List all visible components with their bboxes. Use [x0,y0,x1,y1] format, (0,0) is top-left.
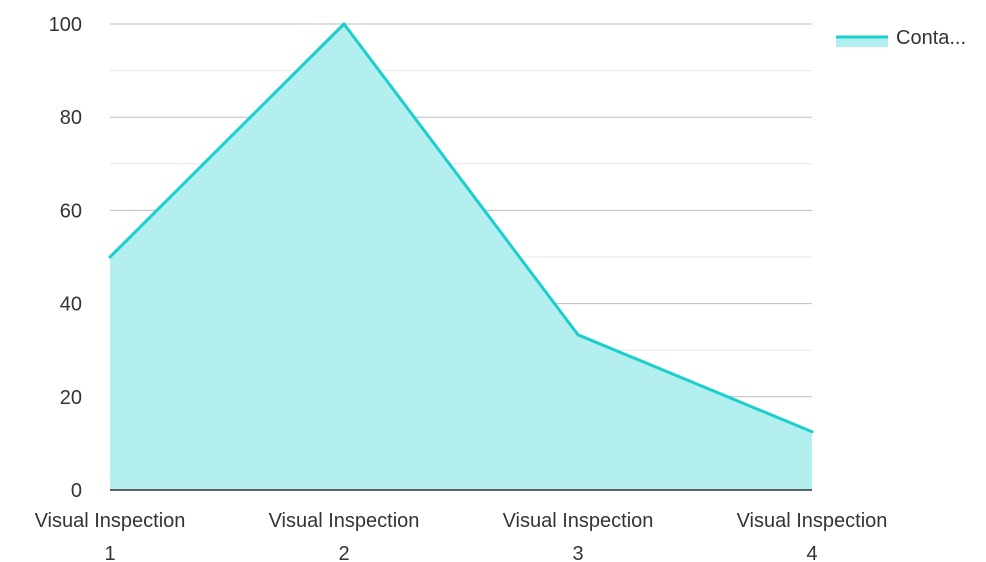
x-tick-label: Visual Inspection [737,510,888,532]
y-tick-label: 100 [49,14,82,36]
y-tick-label: 20 [60,387,82,409]
x-tick-label: Visual Inspection [35,510,186,532]
x-tick-label: 2 [338,543,349,562]
data-point [342,22,346,26]
y-tick-label: 40 [60,294,82,316]
series-line [108,22,813,434]
data-point [576,333,580,337]
x-tick-label: Visual Inspection [503,510,654,532]
x-tick-labels: Visual Inspection 1 Visual Inspection 2 Visu… [35,510,888,562]
x-tick-label: 3 [572,543,583,562]
y-tick-label: 80 [60,107,82,129]
legend: Conta... [836,27,966,49]
x-tick-label: 1 [104,543,115,562]
legend-swatch [836,36,888,47]
x-tick-label: 4 [806,543,817,562]
data-point [810,430,814,434]
data-point [108,255,112,259]
y-tick-label: 60 [60,200,82,222]
data-points [108,22,814,434]
x-tick-label: Visual Inspection [269,510,420,532]
series-area [110,24,812,490]
legend-label: Conta... [896,27,966,49]
y-tick-labels: 0 20 40 60 80 100 [49,14,82,502]
y-tick-label: 0 [71,480,82,502]
